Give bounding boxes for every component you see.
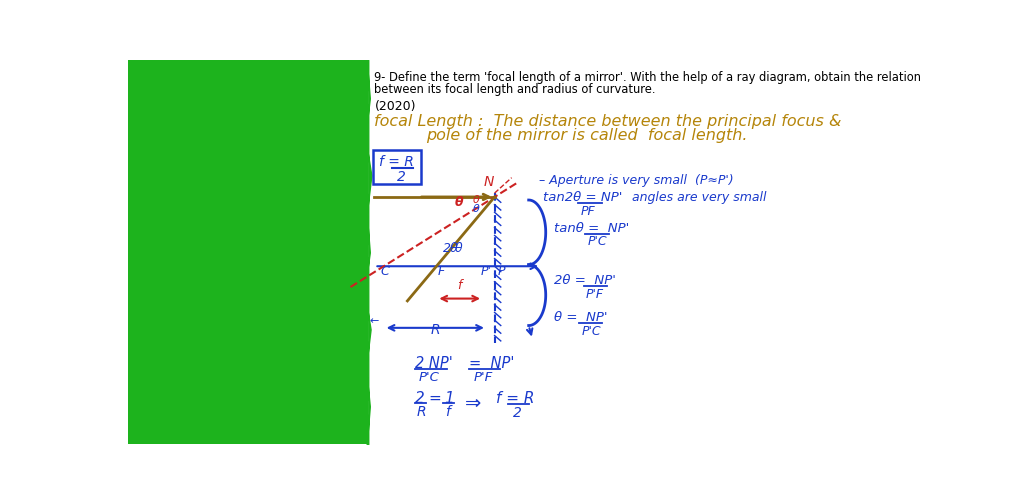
Text: θ: θ [455, 196, 463, 209]
Text: C: C [381, 264, 389, 278]
Text: 1: 1 [444, 391, 454, 406]
Text: P'C: P'C [588, 236, 607, 249]
Text: θ =  NP': θ = NP' [554, 311, 608, 324]
Text: 9- Define the term 'focal length of a mirror'. With the help of a ray diagram, o: 9- Define the term 'focal length of a mi… [375, 71, 922, 84]
Text: P'F: P'F [586, 288, 604, 301]
Text: ⇒: ⇒ [465, 394, 481, 413]
Text: – Aperture is very small  (P≈P'): – Aperture is very small (P≈P') [539, 174, 733, 187]
Text: PF: PF [581, 205, 595, 218]
Text: 2θ =  NP': 2θ = NP' [554, 274, 616, 287]
Text: =  NP': = NP' [469, 356, 514, 371]
Text: θ: θ [473, 195, 479, 205]
Text: angles are very small: angles are very small [632, 191, 766, 204]
Bar [128, 60, 369, 444]
Text: f = R: f = R [496, 391, 535, 406]
Text: 2: 2 [415, 391, 425, 406]
Text: P'C: P'C [582, 325, 601, 338]
Text: focal Length :  The distance between the principal focus &: focal Length : The distance between the … [375, 114, 842, 129]
Text: between its focal length and radius of curvature.: between its focal length and radius of c… [375, 83, 656, 96]
Text: f: f [445, 405, 450, 419]
Text: 2θ: 2θ [442, 243, 459, 255]
Text: ←: ← [370, 316, 379, 326]
Text: 2 NP': 2 NP' [415, 356, 453, 371]
Text: P': P' [480, 264, 492, 278]
Text: θ: θ [473, 204, 479, 215]
Text: f = R: f = R [379, 155, 414, 169]
Text: R: R [417, 405, 427, 419]
Text: N: N [483, 175, 495, 189]
Bar [369, 60, 922, 444]
Text: 2: 2 [397, 170, 406, 184]
Text: P'F: P'F [474, 371, 493, 384]
Text: (2020): (2020) [375, 100, 416, 113]
Text: P: P [498, 264, 505, 278]
Text: θ: θ [455, 243, 462, 255]
Text: tan2θ = NP': tan2θ = NP' [543, 191, 622, 204]
Text: f: f [458, 279, 462, 292]
Text: tanθ =  NP': tanθ = NP' [554, 222, 630, 235]
FancyBboxPatch shape [374, 150, 421, 184]
Text: P'C: P'C [419, 371, 439, 384]
Text: R: R [431, 323, 440, 337]
Text: =: = [429, 391, 441, 406]
Text: 2: 2 [513, 406, 522, 420]
Text: pole of the mirror is called  focal length.: pole of the mirror is called focal lengt… [426, 128, 748, 143]
Text: F: F [438, 264, 445, 278]
